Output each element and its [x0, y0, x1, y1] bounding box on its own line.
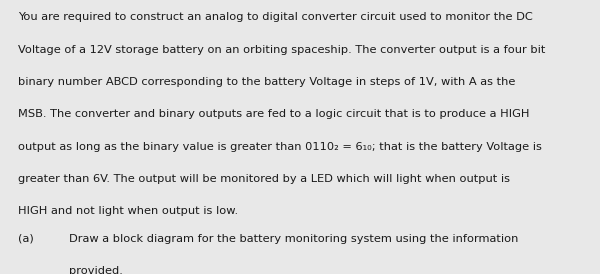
Text: greater than 6V. The output will be monitored by a LED which will light when out: greater than 6V. The output will be moni… [18, 174, 510, 184]
Text: binary number ABCD corresponding to the battery Voltage in steps of 1V, with A a: binary number ABCD corresponding to the … [18, 77, 515, 87]
Text: MSB. The converter and binary outputs are fed to a logic circuit that is to prod: MSB. The converter and binary outputs ar… [18, 109, 530, 119]
Text: (a): (a) [18, 234, 34, 244]
Text: Voltage of a 12V storage battery on an orbiting spaceship. The converter output : Voltage of a 12V storage battery on an o… [18, 45, 545, 55]
Text: You are required to construct an analog to digital converter circuit used to mon: You are required to construct an analog … [18, 12, 533, 22]
Text: output as long as the binary value is greater than 0110₂ = 6₁₀; that is the batt: output as long as the binary value is gr… [18, 142, 542, 152]
Text: provided.: provided. [69, 266, 123, 274]
Text: Draw a block diagram for the battery monitoring system using the information: Draw a block diagram for the battery mon… [69, 234, 518, 244]
Text: HIGH and not light when output is low.: HIGH and not light when output is low. [18, 206, 238, 216]
